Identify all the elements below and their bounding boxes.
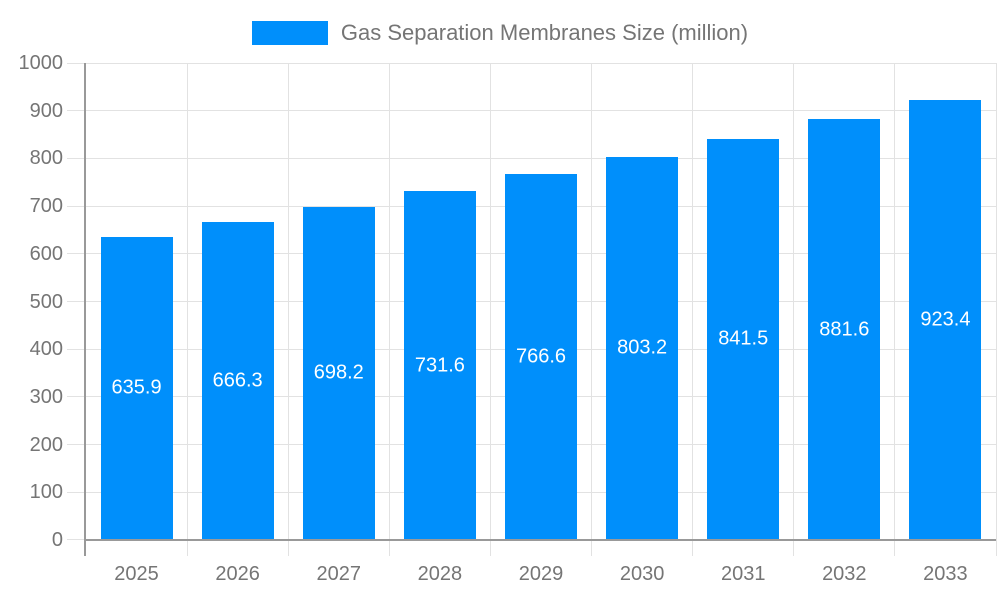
- gridline-vertical: [591, 63, 593, 556]
- gridline-horizontal: [67, 62, 996, 64]
- y-axis-tick-label: 800: [29, 147, 63, 170]
- y-axis-tick-label: 500: [29, 290, 63, 313]
- bar-value-label: 766.6: [515, 345, 567, 368]
- x-axis-category-label: 2026: [215, 563, 260, 585]
- gridline-vertical: [894, 63, 896, 556]
- bar-value-label: 841.5: [718, 327, 769, 350]
- bar-value-label: 803.2: [617, 336, 668, 359]
- x-axis-category-label: 2030: [619, 563, 665, 585]
- y-axis-tick-label: 900: [29, 99, 63, 122]
- bar-value-label: 698.2: [313, 361, 364, 384]
- x-axis-category-label: 2032: [822, 563, 867, 585]
- bar[interactable]: 731.6: [403, 191, 476, 540]
- x-axis-category-label: 2025: [114, 563, 159, 585]
- y-axis-tick-label: 1000: [18, 52, 64, 74]
- bar[interactable]: 841.5: [707, 138, 780, 540]
- y-axis-tick-label: 300: [29, 385, 63, 408]
- legend-label: Gas Separation Membranes Size (million): [340, 20, 749, 45]
- gridline-vertical: [186, 63, 188, 556]
- y-axis-tick-label: 200: [29, 433, 63, 456]
- x-axis-category-label: 2027: [316, 563, 362, 585]
- gridline-vertical: [793, 63, 795, 556]
- gridline-horizontal: [67, 110, 996, 112]
- y-axis-tick: [67, 539, 86, 540]
- y-axis-tick-label: 600: [29, 242, 63, 265]
- bar[interactable]: 666.3: [201, 222, 274, 540]
- bar[interactable]: 766.6: [505, 174, 577, 540]
- bar-value-label: 923.4: [920, 308, 971, 331]
- x-axis-category-label: 2029: [518, 563, 564, 585]
- y-axis-tick-label: 700: [29, 195, 63, 218]
- y-axis-tick-label: 400: [29, 338, 63, 361]
- gridline-vertical: [692, 63, 694, 556]
- bar[interactable]: 698.2: [302, 206, 375, 540]
- legend[interactable]: Gas Separation Membranes Size (million): [0, 14, 1000, 52]
- gridline-vertical: [489, 63, 491, 556]
- gridline-vertical: [388, 63, 390, 556]
- y-axis-tick-label: 0: [51, 529, 63, 551]
- bar-value-label: 881.6: [819, 318, 870, 341]
- gridline-vertical: [287, 63, 289, 556]
- bar[interactable]: 881.6: [808, 119, 881, 540]
- bar[interactable]: 635.9: [100, 236, 173, 540]
- y-axis-tick-label: 100: [29, 481, 63, 504]
- x-axis-category-label: 2031: [720, 563, 766, 585]
- y-axis-line: [84, 63, 86, 556]
- bar[interactable]: 923.4: [909, 99, 982, 540]
- x-axis-category-label: 2028: [417, 563, 463, 585]
- bar-value-label: 635.9: [111, 376, 162, 399]
- plot-area: 0 100 200 300 400 500 600 700 800 900 1000 635.9 202…: [19, 52, 997, 585]
- bar-value-label: 731.6: [414, 354, 465, 377]
- legend-swatch[interactable]: [251, 21, 328, 45]
- bar-value-label: 666.3: [212, 369, 263, 392]
- bar[interactable]: 803.2: [606, 156, 679, 540]
- x-axis-category-label: 2033: [923, 563, 968, 585]
- gridline-vertical: [995, 63, 997, 556]
